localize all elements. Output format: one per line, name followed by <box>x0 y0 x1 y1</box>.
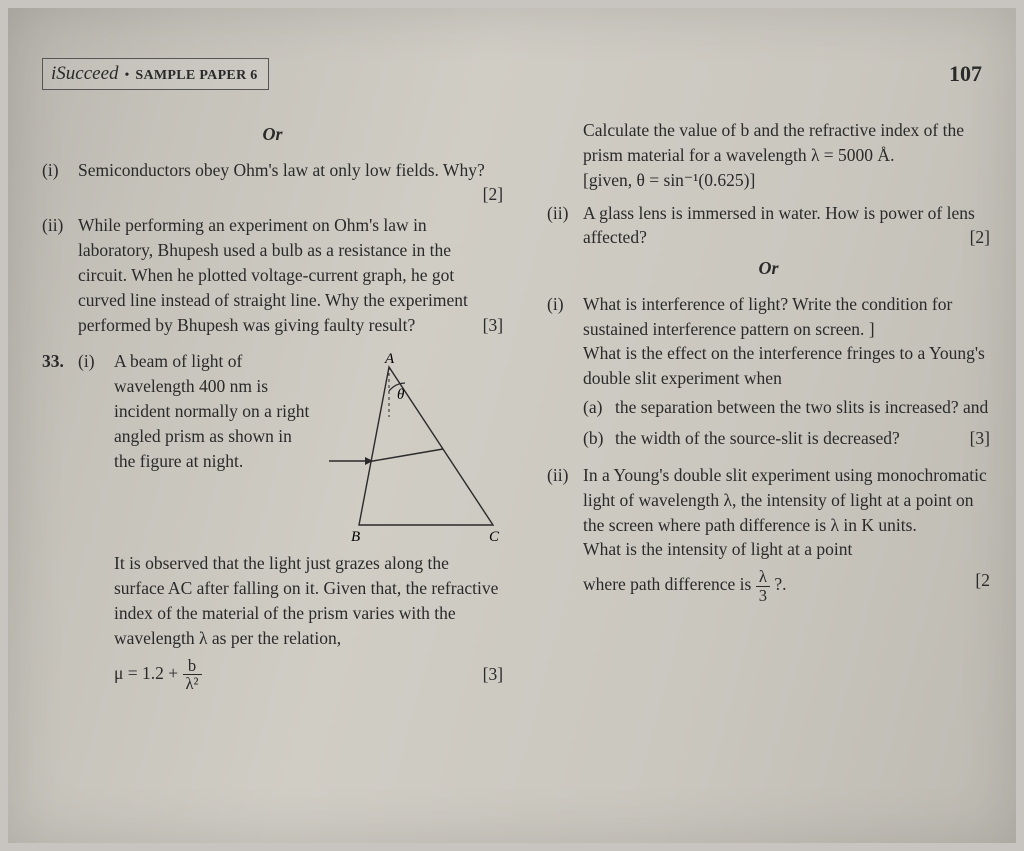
page: iSucceed • SAMPLE PAPER 6 107 Or (i) Sem… <box>8 8 1016 843</box>
formula-mu-prefix: μ = 1.2 + <box>114 663 178 683</box>
right-or-ii-marks: [2 <box>975 568 990 593</box>
formula-fraction: b λ² <box>183 657 202 693</box>
right-ii: (ii) A glass lens is immersed in water. … <box>547 201 990 251</box>
right-or-i: (i) What is interference of light? Write… <box>547 292 990 457</box>
right-or-i-marks: [3] <box>970 426 990 451</box>
q33-marks: [3] <box>483 662 503 687</box>
calc-block: Calculate the value of b and the refract… <box>583 118 990 193</box>
prism-figure: A B C θ <box>323 349 503 549</box>
right-or-i-a-text: the separation between the two slits is … <box>615 395 990 420</box>
right-or-ii-body: In a Young's double slit experiment usin… <box>583 463 990 604</box>
or-heading: Or <box>42 122 503 148</box>
question-33: 33. (i) A beam of light of wavelength 40… <box>42 349 503 692</box>
right-or-ii-frac: λ 3 <box>756 568 770 604</box>
right-ii-body: A glass lens is immersed in water. How i… <box>583 201 990 251</box>
question-i: (i) Semiconductors obey Ohm's law at onl… <box>42 158 503 208</box>
right-or-ii-text-c-post: ?. <box>774 574 786 594</box>
refractive-index-formula: μ = 1.2 + b λ² <box>114 657 202 693</box>
right-or-i-label: (i) <box>547 292 575 457</box>
q33-i-body: A beam of light of wavelength 400 nm is … <box>114 349 503 692</box>
right-or-i-body: What is interference of light? Write the… <box>583 292 990 457</box>
label-i: (i) <box>42 158 70 208</box>
right-or-ii-frac-num: λ <box>756 568 770 586</box>
left-column: Or (i) Semiconductors obey Ohm's law at … <box>42 118 503 693</box>
label-ii: (ii) <box>42 213 70 337</box>
right-or-ii-text-a: In a Young's double slit experiment usin… <box>583 463 990 538</box>
right-or-heading: Or <box>547 256 990 282</box>
marks-ii: [3] <box>483 313 503 338</box>
right-ii-marks: [2] <box>970 225 990 250</box>
right-or-i-b-body: the width of the source-slit is decrease… <box>615 426 990 451</box>
right-or-i-a: (a) the separation between the two slits… <box>583 395 990 420</box>
right-or-ii: (ii) In a Young's double slit experiment… <box>547 463 990 604</box>
right-or-ii-label: (ii) <box>547 463 575 604</box>
text-ii: While performing an experiment on Ohm's … <box>78 215 468 334</box>
vertex-a: A <box>384 351 395 367</box>
sample-paper-label: SAMPLE PAPER 6 <box>135 68 257 84</box>
marks-i: [2] <box>483 182 503 207</box>
book-tag: iSucceed • SAMPLE PAPER 6 <box>42 58 269 90</box>
vertex-b: B <box>351 529 360 545</box>
qnum-33: 33. <box>42 349 70 692</box>
right-or-i-text-b: What is the effect on the interference f… <box>583 341 990 391</box>
right-or-i-a-label: (a) <box>583 395 607 420</box>
frac-den: λ² <box>183 675 202 692</box>
content-columns: Or (i) Semiconductors obey Ohm's law at … <box>42 118 990 693</box>
right-or-i-b: (b) the width of the source-slit is decr… <box>583 426 990 451</box>
vertex-c: C <box>489 529 500 545</box>
q33-i-label: (i) <box>78 349 106 692</box>
calc-text-a: Calculate the value of b and the refract… <box>583 118 990 168</box>
right-or-i-b-label: (b) <box>583 426 607 451</box>
right-column: Calculate the value of b and the refract… <box>547 118 990 693</box>
page-number: 107 <box>949 61 982 87</box>
body-ii: While performing an experiment on Ohm's … <box>78 213 503 337</box>
calc-text-b: [given, θ = sin⁻¹(0.625)] <box>583 168 990 193</box>
separator-dot: • <box>125 68 130 84</box>
right-or-ii-frac-den: 3 <box>756 587 770 604</box>
question-ii: (ii) While performing an experiment on O… <box>42 213 503 337</box>
beam-block: A beam of light of wavelength 400 nm is … <box>114 349 503 549</box>
body-i: Semiconductors obey Ohm's law at only lo… <box>78 158 503 208</box>
q33-i-continuation: It is observed that the light just graze… <box>114 551 503 650</box>
right-or-ii-text-c-pre: where path difference is <box>583 574 756 594</box>
right-or-ii-text-b: What is the intensity of light at a poin… <box>583 537 990 562</box>
right-ii-label: (ii) <box>547 201 575 251</box>
q33-part-i: (i) A beam of light of wavelength 400 nm… <box>78 349 503 692</box>
frac-num: b <box>183 657 202 675</box>
text-i: Semiconductors obey Ohm's law at only lo… <box>78 160 485 180</box>
beam-text: A beam of light of wavelength 400 nm is … <box>114 349 311 473</box>
right-or-i-text-a: What is interference of light? Write the… <box>583 292 990 342</box>
right-or-i-b-text: the width of the source-slit is decrease… <box>615 428 900 448</box>
brand-name: iSucceed <box>51 63 119 85</box>
angle-theta: θ <box>397 387 405 403</box>
page-header: iSucceed • SAMPLE PAPER 6 107 <box>42 58 990 90</box>
q33-body: (i) A beam of light of wavelength 400 nm… <box>78 349 503 692</box>
right-ii-text: A glass lens is immersed in water. How i… <box>583 203 975 248</box>
q33-formula-row: μ = 1.2 + b λ² [3] <box>114 657 503 693</box>
